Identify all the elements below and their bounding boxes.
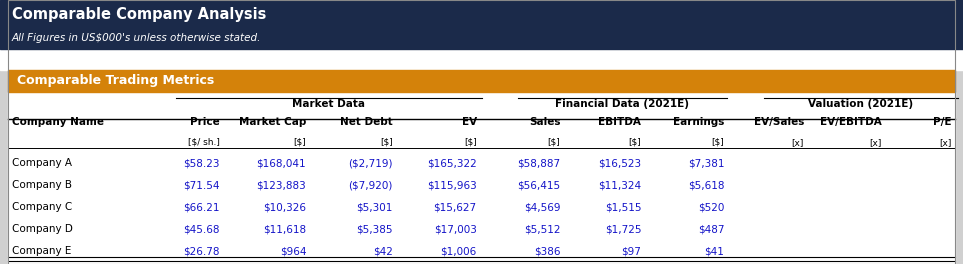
Text: $386: $386	[534, 246, 560, 256]
Text: $5,385: $5,385	[356, 224, 393, 234]
Text: $16,523: $16,523	[598, 158, 641, 168]
Text: Company Name: Company Name	[12, 117, 104, 128]
Text: $123,883: $123,883	[256, 180, 306, 190]
Text: $58.23: $58.23	[183, 158, 220, 168]
Bar	[0, 0, 963, 49]
Text: $1,725: $1,725	[605, 224, 641, 234]
Text: Financial Data (2021E): Financial Data (2021E)	[555, 99, 690, 109]
Text: Company C: Company C	[12, 202, 72, 212]
Text: [$]: [$]	[712, 138, 724, 147]
Text: Earnings: Earnings	[673, 117, 724, 128]
Text: Market Data: Market Data	[292, 99, 365, 109]
Text: $15,627: $15,627	[433, 202, 477, 212]
Text: [x]: [x]	[939, 138, 951, 147]
Text: $26.78: $26.78	[183, 246, 220, 256]
Text: $11,324: $11,324	[598, 180, 641, 190]
Text: $5,512: $5,512	[524, 224, 560, 234]
Text: $520: $520	[698, 202, 724, 212]
Text: Price: Price	[190, 117, 220, 128]
Text: $66.21: $66.21	[183, 202, 220, 212]
Text: $7,381: $7,381	[688, 158, 724, 168]
Text: $71.54: $71.54	[183, 180, 220, 190]
Text: [x]: [x]	[792, 138, 804, 147]
Text: Sales: Sales	[529, 117, 560, 128]
Text: Company E: Company E	[12, 246, 71, 256]
Text: All Figures in US$000's unless otherwise stated.: All Figures in US$000's unless otherwise…	[12, 33, 261, 43]
Text: $5,301: $5,301	[356, 202, 393, 212]
Text: Net Debt: Net Debt	[340, 117, 393, 128]
Text: [$]: [$]	[380, 138, 393, 147]
Text: Company B: Company B	[12, 180, 71, 190]
Text: $487: $487	[697, 224, 724, 234]
Bar	[8, 70, 955, 92]
Text: $11,618: $11,618	[263, 224, 306, 234]
Text: $4,569: $4,569	[524, 202, 560, 212]
Text: EV/Sales: EV/Sales	[754, 117, 804, 128]
Text: [$]: [$]	[629, 138, 641, 147]
Bar	[8, 92, 955, 264]
Text: Valuation (2021E): Valuation (2021E)	[808, 99, 914, 109]
Text: ($7,920): ($7,920)	[349, 180, 393, 190]
Text: $168,041: $168,041	[256, 158, 306, 168]
Text: $42: $42	[373, 246, 393, 256]
Text: $17,003: $17,003	[433, 224, 477, 234]
Text: Market Cap: Market Cap	[239, 117, 306, 128]
Text: Comparable Company Analysis: Comparable Company Analysis	[12, 7, 266, 22]
Text: Company D: Company D	[12, 224, 72, 234]
Text: [$/ sh.]: [$/ sh.]	[188, 138, 220, 147]
Text: EV: EV	[461, 117, 477, 128]
Text: $56,415: $56,415	[517, 180, 560, 190]
Text: $45.68: $45.68	[183, 224, 220, 234]
Text: $10,326: $10,326	[263, 202, 306, 212]
Text: [x]: [x]	[870, 138, 882, 147]
Text: ($2,719): ($2,719)	[349, 158, 393, 168]
Text: $58,887: $58,887	[517, 158, 560, 168]
Text: [$]: [$]	[294, 138, 306, 147]
Text: $5,618: $5,618	[688, 180, 724, 190]
Text: [$]: [$]	[548, 138, 560, 147]
Text: $964: $964	[279, 246, 306, 256]
Text: $97: $97	[621, 246, 641, 256]
Bar	[0, 49, 963, 70]
Text: EV/EBITDA: EV/EBITDA	[820, 117, 882, 128]
Text: $41: $41	[704, 246, 724, 256]
Text: $115,963: $115,963	[427, 180, 477, 190]
Text: EBITDA: EBITDA	[598, 117, 641, 128]
Text: $165,322: $165,322	[427, 158, 477, 168]
Text: P/E: P/E	[933, 117, 951, 128]
Text: Company A: Company A	[12, 158, 71, 168]
Text: [$]: [$]	[464, 138, 477, 147]
Text: Comparable Trading Metrics: Comparable Trading Metrics	[17, 74, 215, 87]
Text: $1,515: $1,515	[605, 202, 641, 212]
Text: $1,006: $1,006	[440, 246, 477, 256]
